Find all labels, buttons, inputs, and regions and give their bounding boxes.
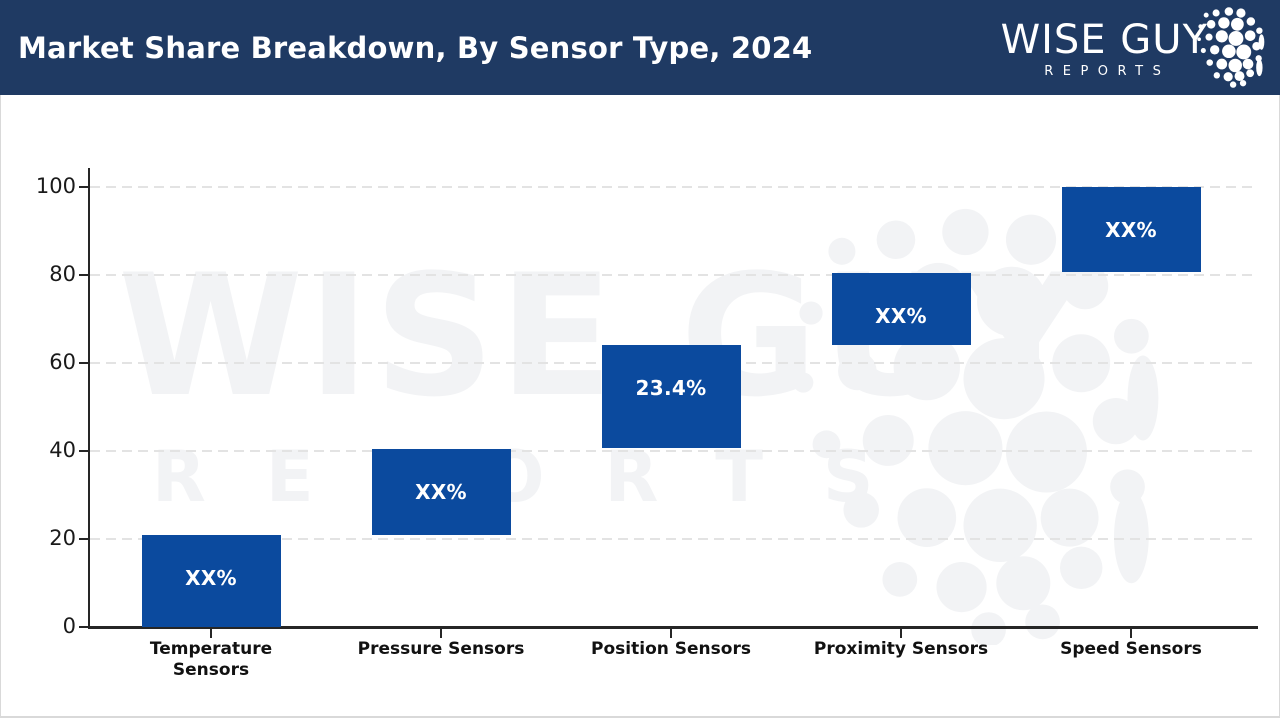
x-tick-mark — [1130, 629, 1132, 638]
bar-value-label: 23.4% — [635, 375, 707, 400]
gridline — [90, 450, 1256, 452]
bar-value-label: XX% — [185, 565, 237, 590]
y-tick-label: 80 — [49, 262, 76, 286]
logo-face-icon — [1197, 7, 1265, 88]
bar-value-label: XX% — [875, 303, 927, 328]
gridline — [90, 274, 1256, 276]
y-tick-label: 20 — [49, 526, 76, 550]
x-tick-mark — [210, 629, 212, 638]
y-tick-mark — [79, 362, 88, 364]
x-tick-mark — [440, 629, 442, 638]
y-tick-mark — [79, 274, 88, 276]
wise-guy-logo: WISE GUY REPORTS — [1001, 7, 1270, 90]
category-label: Position Sensors — [591, 639, 751, 659]
category-label: Temperature Sensors — [149, 639, 273, 680]
x-tick-mark — [670, 629, 672, 638]
y-tick-label: 0 — [62, 614, 76, 638]
category-label: Pressure Sensors — [357, 639, 525, 659]
bar-value-label: XX% — [1105, 218, 1157, 242]
y-tick-mark — [79, 450, 88, 452]
category-label: Speed Sensors — [1060, 639, 1202, 659]
x-axis-line — [88, 626, 1258, 629]
y-tick-label: 100 — [35, 174, 76, 198]
y-tick-label: 40 — [49, 438, 76, 462]
category-label: Proximity Sensors — [813, 639, 989, 659]
bar: XX% — [831, 272, 971, 345]
bar: XX% — [141, 534, 281, 627]
logo-line2: REPORTS — [1044, 64, 1171, 79]
bar: XX% — [1061, 187, 1201, 272]
y-tick-label: 60 — [49, 350, 76, 374]
x-tick-mark — [900, 629, 902, 638]
y-axis-line — [88, 168, 90, 629]
header: Market Share Breakdown, By Sensor Type, … — [0, 0, 1280, 95]
logo-line1: WISE GUY — [1000, 17, 1208, 63]
page-title: Market Share Breakdown, By Sensor Type, … — [18, 30, 813, 65]
y-tick-mark — [79, 538, 88, 540]
bar: XX% — [371, 449, 511, 535]
y-tick-mark — [79, 626, 88, 628]
y-tick-mark — [79, 186, 88, 188]
gridline — [90, 538, 1256, 540]
bar: 23.4% — [601, 344, 741, 448]
gridline — [90, 186, 1256, 188]
logo-text: WISE GUY REPORTS — [1001, 18, 1208, 80]
bar-value-label: XX% — [415, 480, 467, 505]
